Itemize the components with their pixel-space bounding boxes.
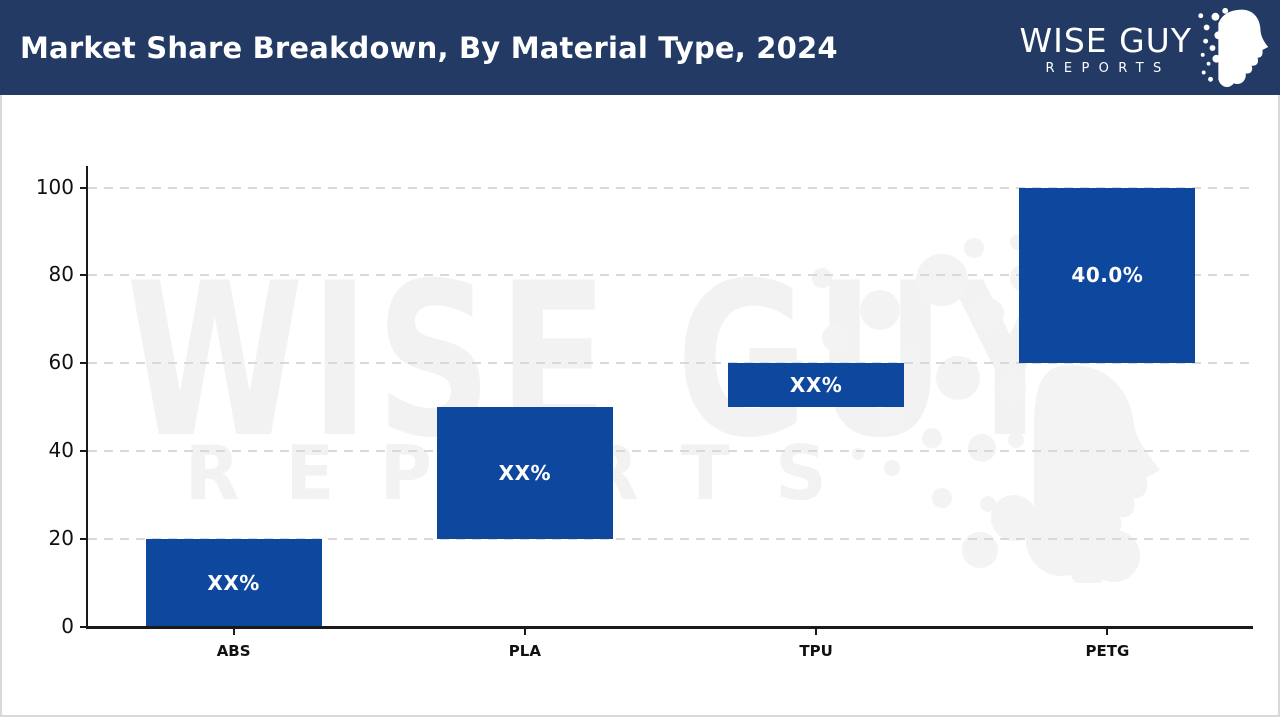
bar-value-label: XX%: [498, 461, 552, 486]
y-axis-tick-label: 60: [48, 350, 74, 375]
x-axis-category-label: TPU: [799, 642, 833, 660]
brand-logo: WISE GUY REPORTS: [1019, 4, 1274, 92]
x-axis-line: [86, 626, 1253, 629]
chart-title: Market Share Breakdown, By Material Type…: [20, 30, 838, 65]
y-axis-tick: [80, 274, 88, 277]
gridline: [88, 362, 1253, 365]
x-axis-tick: [232, 629, 235, 635]
y-axis-tick: [80, 186, 88, 189]
brand-subname: REPORTS: [1045, 60, 1171, 76]
y-axis-tick-label: 0: [61, 614, 74, 638]
y-axis-line: [86, 166, 88, 629]
y-axis-tick: [80, 450, 88, 453]
gridline: [88, 274, 1253, 277]
bar-value-label: 40.0%: [1071, 263, 1144, 288]
header-bar: Market Share Breakdown, By Material Type…: [0, 0, 1280, 95]
x-axis-tick: [523, 629, 526, 635]
bar-TPU: XX%: [728, 363, 905, 408]
watermark-head-profile-icon: [790, 234, 1183, 583]
gridline: [88, 186, 1253, 189]
y-axis-tick: [80, 538, 88, 541]
gridline: [88, 450, 1253, 453]
gridline: [88, 538, 1253, 541]
x-axis-category-label: PLA: [508, 642, 541, 660]
y-axis-tick: [80, 362, 88, 365]
bar-PETG: 40.0%: [1019, 187, 1196, 364]
bar-ABS: XX%: [145, 539, 322, 627]
y-axis-tick-label: 20: [48, 526, 74, 551]
head-profile-icon: [1198, 7, 1269, 88]
bar-value-label: XX%: [789, 373, 843, 398]
brand-name: WISE GUY: [1019, 20, 1192, 60]
y-axis-tick: [80, 626, 88, 628]
y-axis-tick-label: 100: [35, 174, 74, 199]
brand-wordmark: WISE GUY REPORTS: [1019, 21, 1192, 76]
x-axis-category-label: ABS: [216, 642, 251, 660]
x-axis-category-label: PETG: [1085, 642, 1130, 660]
bar-PLA: XX%: [436, 407, 613, 540]
plot-area: 0 20 40 60 80 100 XX% ABS XX% PLA XX% TPU 40.0% PETG: [0, 95, 1280, 720]
y-axis-tick-label: 80: [48, 262, 74, 287]
y-axis-tick-label: 40: [48, 438, 74, 463]
bar-value-label: XX%: [207, 571, 260, 596]
x-axis-tick: [1106, 629, 1109, 635]
x-axis-tick: [815, 629, 818, 635]
